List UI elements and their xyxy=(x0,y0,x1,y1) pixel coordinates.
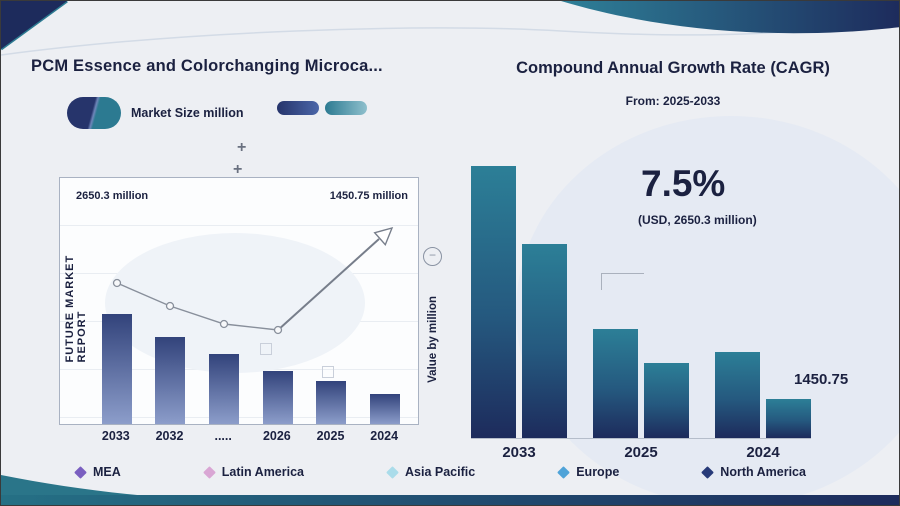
left-chart-panel: 2650.3 million 1450.75 million FUTURE MA… xyxy=(59,177,419,425)
market-size-pill-icon xyxy=(67,97,121,129)
right-bar xyxy=(644,363,689,438)
right-end-value-label: 1450.75 xyxy=(794,371,849,388)
left-bar-2025 xyxy=(316,381,347,424)
legend-item-north-america: North America xyxy=(701,465,806,479)
start-value-label: 2650.3 million xyxy=(76,190,149,202)
watermark-square xyxy=(260,343,272,355)
right-bar-group-2033 xyxy=(471,166,567,438)
left-x-label: 2024 xyxy=(370,429,399,443)
right-bar xyxy=(522,244,567,438)
background-blob xyxy=(516,116,899,505)
left-x-label: 2032 xyxy=(155,429,184,443)
cagr-value: 7.5% xyxy=(641,163,726,204)
watermark-square xyxy=(322,366,334,378)
plus-decoration: + xyxy=(233,161,243,178)
right-bar xyxy=(766,399,811,438)
legend-label: Europe xyxy=(576,465,620,479)
legend-item-latin-america: Latin America xyxy=(202,465,304,479)
left-bar-series xyxy=(90,289,412,424)
diamond-icon xyxy=(557,465,571,479)
right-x-label: 2033 xyxy=(502,444,536,461)
right-x-label: 2024 xyxy=(746,444,780,461)
circle-minus-icon: − xyxy=(423,247,442,266)
panel-blob-decoration xyxy=(105,233,365,373)
left-bar-2033 xyxy=(101,314,132,424)
cagr-caption: (USD, 2650.3 million) xyxy=(638,213,757,227)
legend-label: Asia Pacific xyxy=(405,465,476,479)
legend-label: MEA xyxy=(93,465,121,479)
left-chart-title: PCM Essence and Colorchanging Microca... xyxy=(31,57,383,75)
bracket-decoration xyxy=(601,273,644,290)
plus-decoration: + xyxy=(237,139,247,156)
left-bar-2026 xyxy=(262,371,293,424)
right-x-labels: 2033 2025 2024 xyxy=(471,444,811,461)
legend-item-europe: Europe xyxy=(557,465,620,479)
left-bar-2024 xyxy=(370,394,401,424)
left-x-label: 2025 xyxy=(316,429,345,443)
left-x-label: 2033 xyxy=(101,429,130,443)
diamond-icon xyxy=(202,465,216,479)
left-x-label: 2026 xyxy=(262,429,291,443)
end-value-label: 1450.75 million xyxy=(329,190,408,202)
right-chart-subtitle: From: 2025-2033 xyxy=(625,94,721,108)
right-bar-group-2024 xyxy=(715,352,811,438)
market-size-legend-label: Market Size million xyxy=(131,106,244,120)
right-bar-group-2025 xyxy=(593,329,689,438)
legend-label: North America xyxy=(720,465,806,479)
left-bar-..... xyxy=(209,354,240,424)
legend-item-mea: MEA xyxy=(74,465,121,479)
right-x-label: 2025 xyxy=(624,444,658,461)
corner-triangle-decoration xyxy=(1,1,67,49)
right-chart-title: Compound Annual Growth Rate (CAGR) xyxy=(516,59,830,77)
footer-legend: MEA Latin America Asia Pacific Europe North … xyxy=(74,465,806,479)
trend-arrow-line xyxy=(112,226,394,335)
right-bar xyxy=(471,166,516,438)
right-bar-groups xyxy=(471,166,811,439)
left-bar-2032 xyxy=(155,337,186,424)
capsule-navy xyxy=(277,101,319,115)
left-x-labels: 2033 2032..... 2026 2025 2024 xyxy=(59,429,417,443)
right-bar xyxy=(715,352,760,438)
capsule-decoration xyxy=(277,101,367,115)
diamond-icon xyxy=(74,465,87,479)
diamond-icon xyxy=(701,465,715,479)
legend-label: Latin America xyxy=(221,465,304,479)
diamond-icon xyxy=(386,465,399,479)
left-x-label: ..... xyxy=(214,429,232,443)
capsule-teal xyxy=(325,101,367,115)
right-bar xyxy=(593,329,638,438)
value-by-million-label: Value by million xyxy=(427,296,439,383)
legend-item-asia-pacific: Asia Pacific xyxy=(386,465,476,479)
